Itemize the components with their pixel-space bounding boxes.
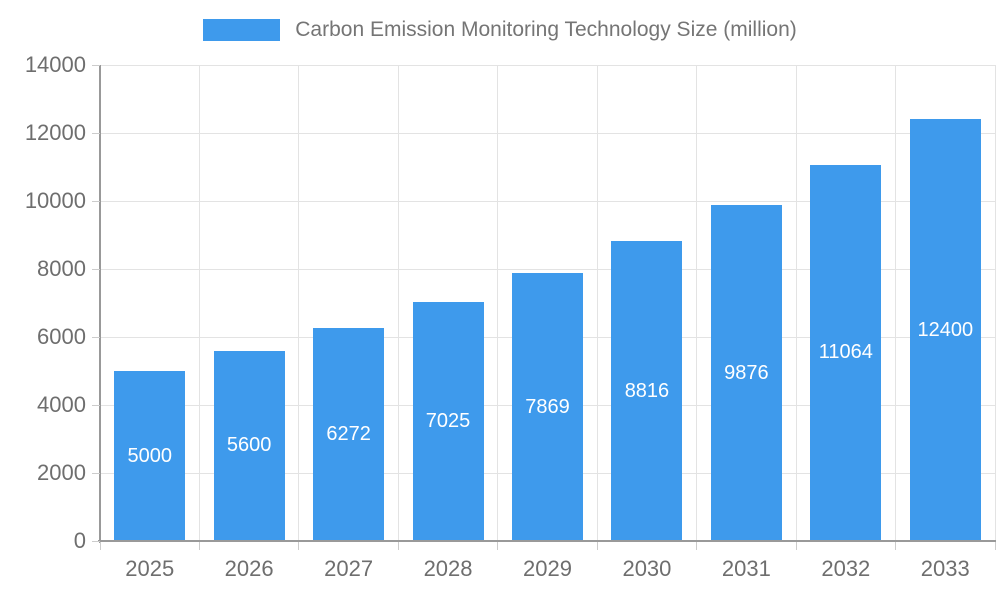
y-axis-tick-label: 4000 xyxy=(37,392,86,417)
y-axis-tick-label: 2000 xyxy=(37,460,86,485)
bar-value-label: 8816 xyxy=(624,379,670,402)
bar-2032: 11064 xyxy=(810,164,882,541)
gridline-horizontal xyxy=(100,200,995,202)
bar-value-label: 6272 xyxy=(326,422,371,445)
y-axis-tick xyxy=(92,132,100,134)
gridline-horizontal xyxy=(100,64,995,66)
bar-value-label: 9876 xyxy=(724,361,769,384)
y-axis-tick-label: 6000 xyxy=(37,324,86,349)
chart-legend[interactable]: Carbon Emission Monitoring Technology Si… xyxy=(0,18,1000,42)
bar-value-label: 7025 xyxy=(425,410,471,433)
gridline-vertical xyxy=(497,65,499,541)
x-axis-line xyxy=(98,540,996,542)
x-axis-label-2026: 2026 xyxy=(224,556,274,581)
bar-value-label: 5000 xyxy=(127,444,172,467)
gridline-vertical xyxy=(298,65,300,541)
x-axis-tick xyxy=(596,542,598,550)
legend-swatch[interactable] xyxy=(203,19,281,41)
y-axis-tick-label: 12000 xyxy=(24,120,86,145)
gridline-vertical xyxy=(596,65,598,541)
gridline-vertical xyxy=(696,65,698,541)
y-axis-tick xyxy=(92,200,100,202)
x-axis-tick xyxy=(397,542,399,550)
y-axis-tick-label: 14000 xyxy=(24,52,86,77)
x-axis-label-2032: 2032 xyxy=(821,556,871,581)
bar-2031: 9876 xyxy=(710,205,782,541)
y-axis-tick xyxy=(92,472,100,474)
y-axis-tick-label: 8000 xyxy=(37,256,86,281)
bar-value-label: 11064 xyxy=(818,341,873,364)
x-axis-label-2033: 2033 xyxy=(920,556,970,581)
x-axis-tick xyxy=(795,542,797,550)
x-axis-tick xyxy=(895,542,897,550)
bar-2028: 7025 xyxy=(412,302,484,541)
x-axis-tick xyxy=(99,542,101,550)
x-axis-label-2029: 2029 xyxy=(523,556,572,581)
y-axis-tick xyxy=(92,404,100,406)
legend-label[interactable]: Carbon Emission Monitoring Technology Si… xyxy=(295,18,797,41)
gridline-vertical xyxy=(994,65,996,541)
x-axis-label-2030: 2030 xyxy=(622,556,672,581)
bar-value-label: 7869 xyxy=(525,395,570,418)
bar-2027: 6272 xyxy=(313,327,385,541)
bar-value-label: 12400 xyxy=(917,318,974,341)
bar-2030: 8816 xyxy=(611,241,683,541)
gridline-vertical xyxy=(198,65,200,541)
gridline-vertical xyxy=(397,65,399,541)
y-axis-tick xyxy=(92,336,100,338)
gridline-horizontal xyxy=(100,268,995,270)
gridline-horizontal xyxy=(100,132,995,134)
x-axis-label-2028: 2028 xyxy=(423,556,473,581)
x-axis-tick xyxy=(696,542,698,550)
x-axis-tick xyxy=(994,542,996,550)
y-axis-line xyxy=(98,65,101,543)
y-axis-tick xyxy=(92,540,100,542)
y-axis-tick-label: 10000 xyxy=(24,188,86,213)
y-axis-tick xyxy=(92,268,100,270)
x-axis-label-2025: 2025 xyxy=(125,556,175,581)
y-axis-tick xyxy=(92,64,100,66)
bar-2033: 12400 xyxy=(909,119,981,541)
x-axis-tick xyxy=(298,542,300,550)
x-axis-label-2031: 2031 xyxy=(721,556,771,581)
gridline-vertical xyxy=(895,65,897,541)
bar-2026: 5600 xyxy=(213,350,285,541)
bar-2025: 5000 xyxy=(114,371,186,541)
x-axis-tick xyxy=(198,542,200,550)
gridline-vertical xyxy=(795,65,797,541)
bar-2029: 7869 xyxy=(512,273,583,541)
y-axis-tick-label: 0 xyxy=(73,528,86,553)
bar-value-label: 5600 xyxy=(226,434,272,457)
x-axis-tick xyxy=(497,542,499,550)
x-axis-label-2027: 2027 xyxy=(324,556,374,581)
